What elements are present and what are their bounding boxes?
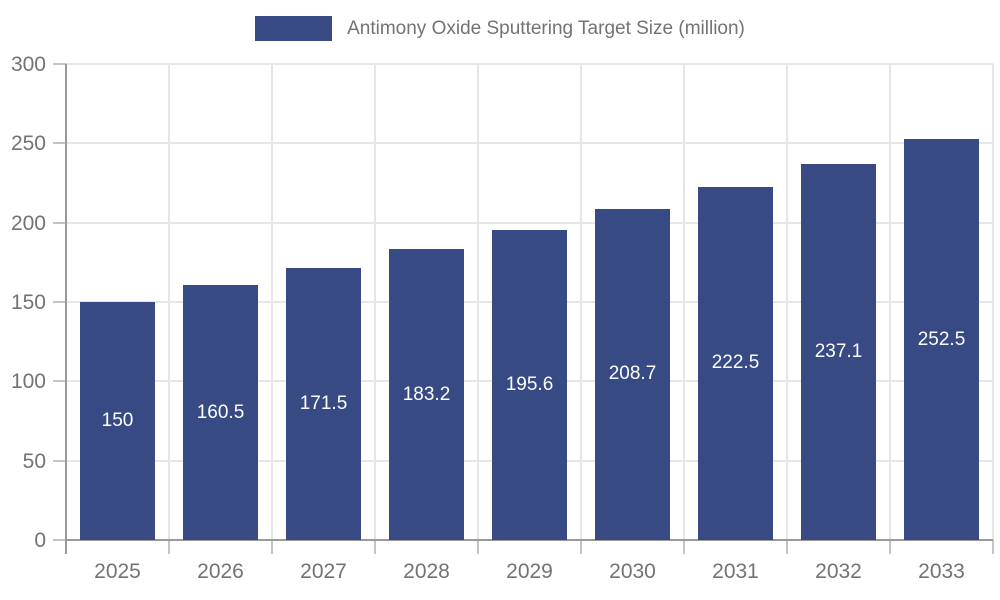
gridline-horizontal xyxy=(66,221,993,224)
x-tick-label: 2031 xyxy=(712,560,759,583)
bar: 222.5 xyxy=(698,186,773,540)
y-tick-mark xyxy=(53,539,66,541)
y-tick-mark xyxy=(53,63,66,65)
bar-value-label: 171.5 xyxy=(299,392,348,414)
y-tick-label: 0 xyxy=(34,529,46,552)
bar: 252.5 xyxy=(904,139,979,540)
bar: 183.2 xyxy=(389,249,464,540)
y-tick-mark xyxy=(53,221,66,224)
gridline-vertical xyxy=(271,64,273,540)
y-tick-label: 200 xyxy=(10,211,46,235)
gridline-vertical xyxy=(168,64,170,540)
y-tick-mark xyxy=(53,301,66,303)
gridline-vertical xyxy=(683,64,685,540)
bar: 160.5 xyxy=(183,285,258,540)
bar: 195.6 xyxy=(492,229,567,540)
gridline-vertical xyxy=(374,64,376,540)
bar-value-label: 183.2 xyxy=(402,383,451,405)
bar-value-label: 160.5 xyxy=(196,401,245,423)
x-tick-mark xyxy=(580,540,582,554)
plot-area: 0 50 100 150 200 250 300 150 2025 160.5 2026 171.5 2… xyxy=(11,54,994,583)
bar-value-label: 222.5 xyxy=(711,352,760,374)
y-tick-label: 300 xyxy=(10,53,46,76)
x-tick-mark xyxy=(374,540,376,554)
y-tick-mark xyxy=(53,459,66,462)
gridline-vertical xyxy=(889,64,891,540)
bar: 237.1 xyxy=(801,163,876,540)
y-tick-label: 250 xyxy=(10,132,46,156)
x-tick-label: 2033 xyxy=(918,560,965,583)
bar-value-label: 237.1 xyxy=(814,340,863,362)
x-tick-mark xyxy=(271,540,273,554)
x-tick-mark xyxy=(168,540,170,554)
legend-label: Antimony Oxide Sputtering Target Size (m… xyxy=(347,17,745,39)
gridline-vertical xyxy=(786,64,788,540)
bar-value-label: 195.6 xyxy=(505,373,554,395)
x-tick-label: 2029 xyxy=(506,560,553,583)
y-axis-line xyxy=(65,64,67,554)
gridline-vertical xyxy=(992,64,994,540)
gridline-vertical xyxy=(477,64,479,540)
bar: 171.5 xyxy=(286,267,361,540)
y-tick-label: 50 xyxy=(22,449,46,473)
x-tick-mark xyxy=(889,540,891,554)
x-tick-mark xyxy=(683,540,685,554)
x-axis-line xyxy=(66,539,993,541)
x-tick-mark xyxy=(786,540,788,554)
x-tick-label: 2025 xyxy=(94,560,141,583)
y-tick-mark xyxy=(53,380,66,383)
x-tick-label: 2032 xyxy=(815,560,862,583)
bar-value-label: 150 xyxy=(101,410,134,431)
x-tick-mark xyxy=(992,540,994,554)
y-tick-mark xyxy=(53,142,66,145)
legend: Antimony Oxide Sputtering Target Size (m… xyxy=(0,16,1000,41)
gridline-vertical xyxy=(580,64,582,540)
bar: 208.7 xyxy=(595,208,670,540)
gridline-horizontal xyxy=(66,142,993,145)
y-tick-label: 100 xyxy=(10,370,46,394)
legend-swatch xyxy=(255,16,333,41)
gridline-horizontal xyxy=(66,63,993,65)
x-tick-label: 2027 xyxy=(300,560,347,583)
x-tick-mark xyxy=(477,540,479,554)
x-tick-label: 2026 xyxy=(197,560,244,583)
bar-value-label: 252.5 xyxy=(917,328,966,350)
x-tick-label: 2028 xyxy=(403,560,450,583)
bar-value-label: 208.7 xyxy=(608,363,657,385)
bar: 150 xyxy=(80,302,155,540)
x-tick-label: 2030 xyxy=(609,560,656,583)
y-tick-label: 150 xyxy=(10,291,46,314)
